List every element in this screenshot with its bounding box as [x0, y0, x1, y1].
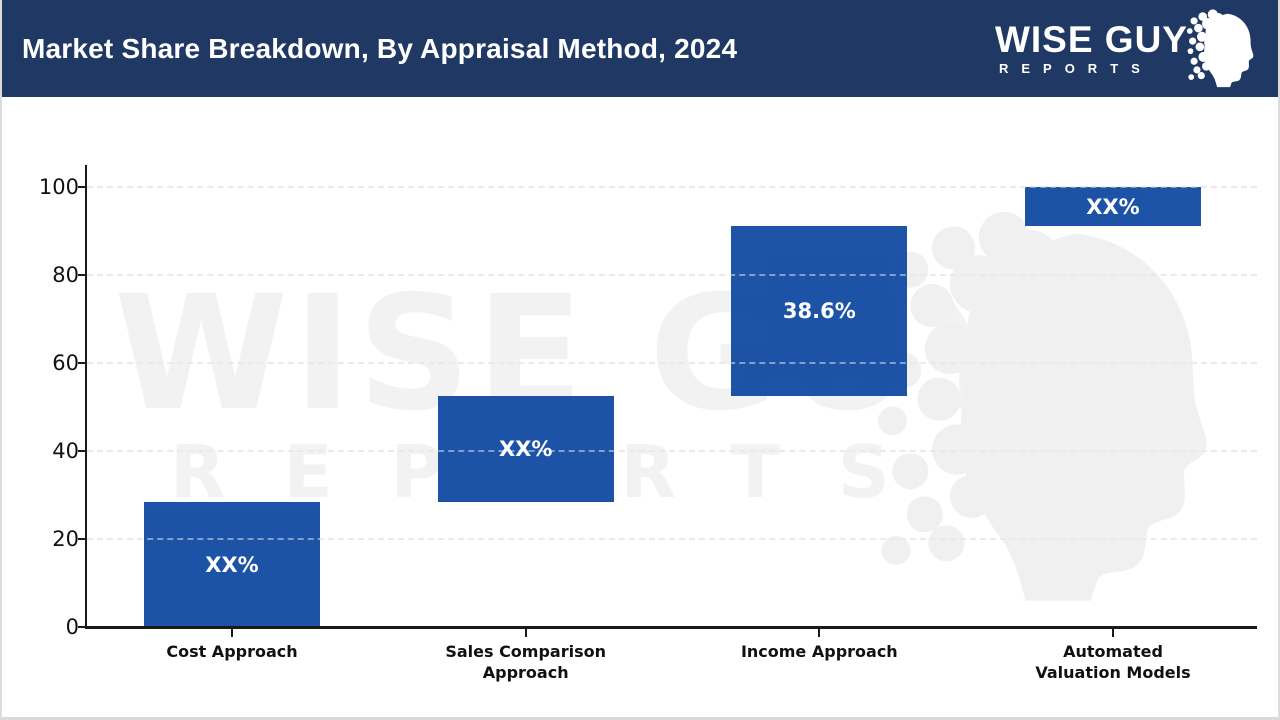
category-label: Sales Comparison Approach — [366, 641, 686, 683]
bar: XX% — [437, 396, 614, 503]
x-tick-mark — [818, 629, 821, 637]
category-label-line: Income Approach — [740, 642, 898, 661]
gridline — [87, 538, 1257, 540]
category-label: Cost Approach — [72, 641, 392, 662]
bar: XX% — [144, 502, 320, 627]
gridline-overlay — [87, 274, 1257, 276]
gridline-overlay — [87, 186, 1257, 188]
y-tick-label: 60 — [52, 351, 79, 375]
gridline-overlay — [87, 450, 1257, 452]
gridline — [87, 450, 1257, 452]
y-tick-mark — [78, 362, 86, 364]
x-tick-mark — [1112, 629, 1114, 637]
category-label-line: Cost Approach — [166, 642, 298, 661]
bar-value-label: XX% — [498, 437, 553, 462]
y-tick-mark — [78, 626, 86, 628]
gridline-overlay — [87, 538, 1257, 540]
y-tick-label: 100 — [38, 175, 79, 199]
brand-subtitle: REPORTS — [998, 60, 1153, 76]
x-tick-mark — [231, 629, 233, 637]
category-label: Income Approach — [659, 641, 979, 662]
category-label: Automated Valuation Models — [953, 641, 1273, 683]
bar-value-label: 38.6% — [782, 299, 856, 324]
bar-value-label: XX% — [205, 552, 259, 577]
brand-name: WISE GUY — [994, 18, 1188, 60]
brand-wordmark: WISE GUY REPORTS — [994, 18, 1188, 76]
x-tick-mark — [524, 629, 527, 637]
page-title: Market Share Breakdown, By Appraisal Met… — [22, 32, 738, 64]
category-label-line: Sales Comparison — [445, 642, 606, 661]
head-profile-icon — [1186, 8, 1254, 87]
x-axis-line — [85, 626, 1257, 629]
brand-logo: WISE GUY REPORTS — [995, 7, 1256, 91]
header-bar: Market Share Breakdown, By Appraisal Met… — [2, 0, 1278, 97]
bar: XX% — [1025, 187, 1201, 227]
y-tick-mark — [78, 538, 86, 540]
gridline — [87, 362, 1257, 364]
y-axis-line — [85, 165, 87, 629]
gridline — [87, 186, 1257, 188]
gridline-overlay — [87, 362, 1257, 364]
y-tick-label: 40 — [52, 439, 79, 463]
y-tick-mark — [78, 274, 86, 276]
bar-value-label: XX% — [1086, 194, 1140, 219]
category-label-line: Approach — [482, 663, 569, 682]
y-tick-label: 20 — [52, 527, 79, 551]
category-label-line: Automated — [1063, 642, 1163, 661]
y-tick-mark — [78, 450, 86, 452]
y-tick-mark — [78, 186, 86, 188]
gridline — [87, 274, 1257, 276]
category-label-line: Valuation Models — [1035, 663, 1191, 682]
bar: 38.6% — [731, 226, 908, 396]
y-tick-label: 80 — [52, 263, 79, 287]
y-tick-label: 0 — [65, 615, 79, 639]
